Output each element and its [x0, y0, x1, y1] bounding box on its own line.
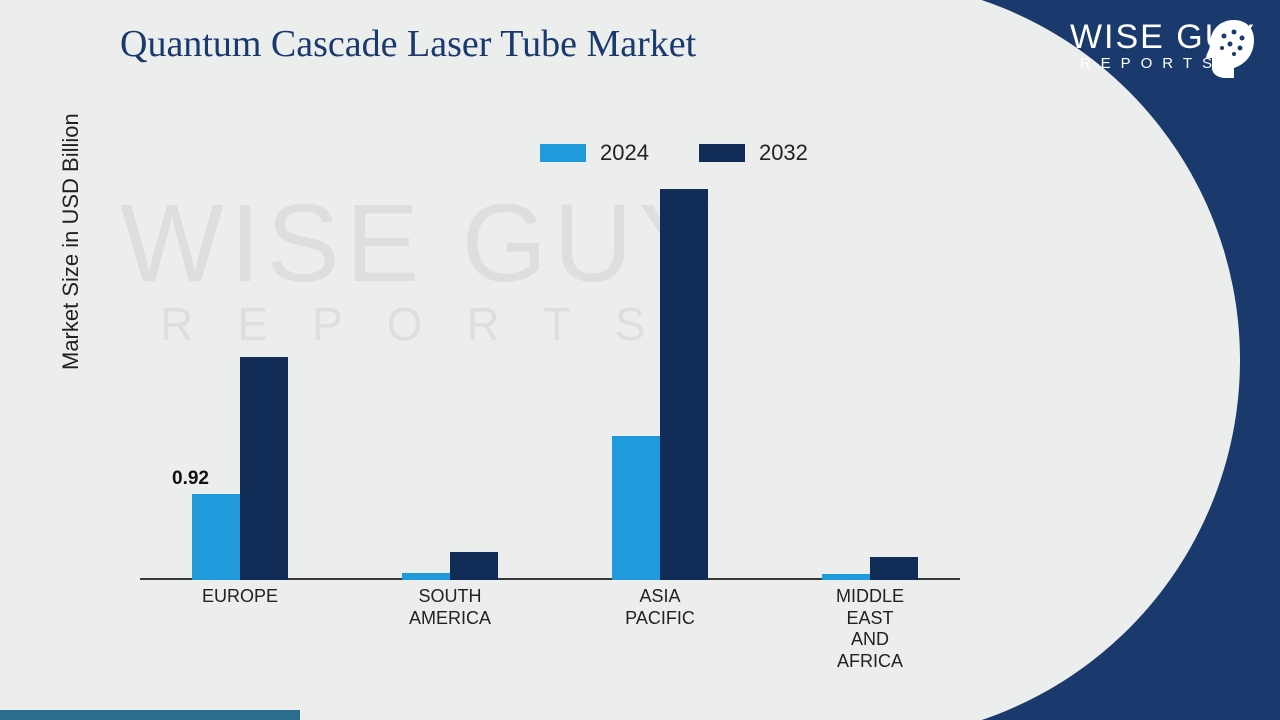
legend: 2024 2032 — [540, 140, 808, 166]
bar-group: ASIA PACIFIC — [590, 189, 730, 580]
bar — [192, 494, 240, 580]
bar-group: 0.92EUROPE — [170, 357, 310, 580]
chart-title: Quantum Cascade Laser Tube Market — [120, 22, 696, 66]
x-axis-category-label: MIDDLE EAST AND AFRICA — [795, 580, 945, 672]
x-axis-category-label: EUROPE — [165, 580, 315, 608]
bar — [612, 436, 660, 580]
x-axis-category-label: SOUTH AMERICA — [375, 580, 525, 629]
legend-swatch-2024 — [540, 144, 586, 162]
bar — [660, 189, 708, 580]
bar — [450, 552, 498, 580]
chart-canvas: WISE GUY REPORTS Quantum Cascade Laser T… — [0, 0, 1280, 720]
bar-group: SOUTH AMERICA — [380, 552, 520, 580]
y-axis-label: Market Size in USD Billion — [58, 113, 84, 370]
bar — [240, 357, 288, 580]
legend-label-2024: 2024 — [600, 140, 649, 166]
legend-item-2024: 2024 — [540, 140, 649, 166]
bottom-accent-bar — [0, 710, 300, 720]
legend-swatch-2032 — [699, 144, 745, 162]
x-axis-category-label: ASIA PACIFIC — [585, 580, 735, 629]
bar — [870, 557, 918, 580]
head-silhouette-icon — [1204, 18, 1256, 82]
brand-logo: WISE GUY REPORTS — [1070, 18, 1256, 72]
bar-group: MIDDLE EAST AND AFRICA — [800, 557, 940, 580]
legend-label-2032: 2032 — [759, 140, 808, 166]
bar — [402, 573, 450, 580]
plot-area: 0.92EUROPE SOUTH AMERICA ASIA PACIFIC MIDDL… — [140, 180, 960, 580]
bar-value-label: 0.92 — [172, 468, 209, 490]
logo-sub-text: REPORTS — [1070, 55, 1222, 72]
right-brand-panel — [960, 0, 1280, 720]
legend-item-2032: 2032 — [699, 140, 808, 166]
